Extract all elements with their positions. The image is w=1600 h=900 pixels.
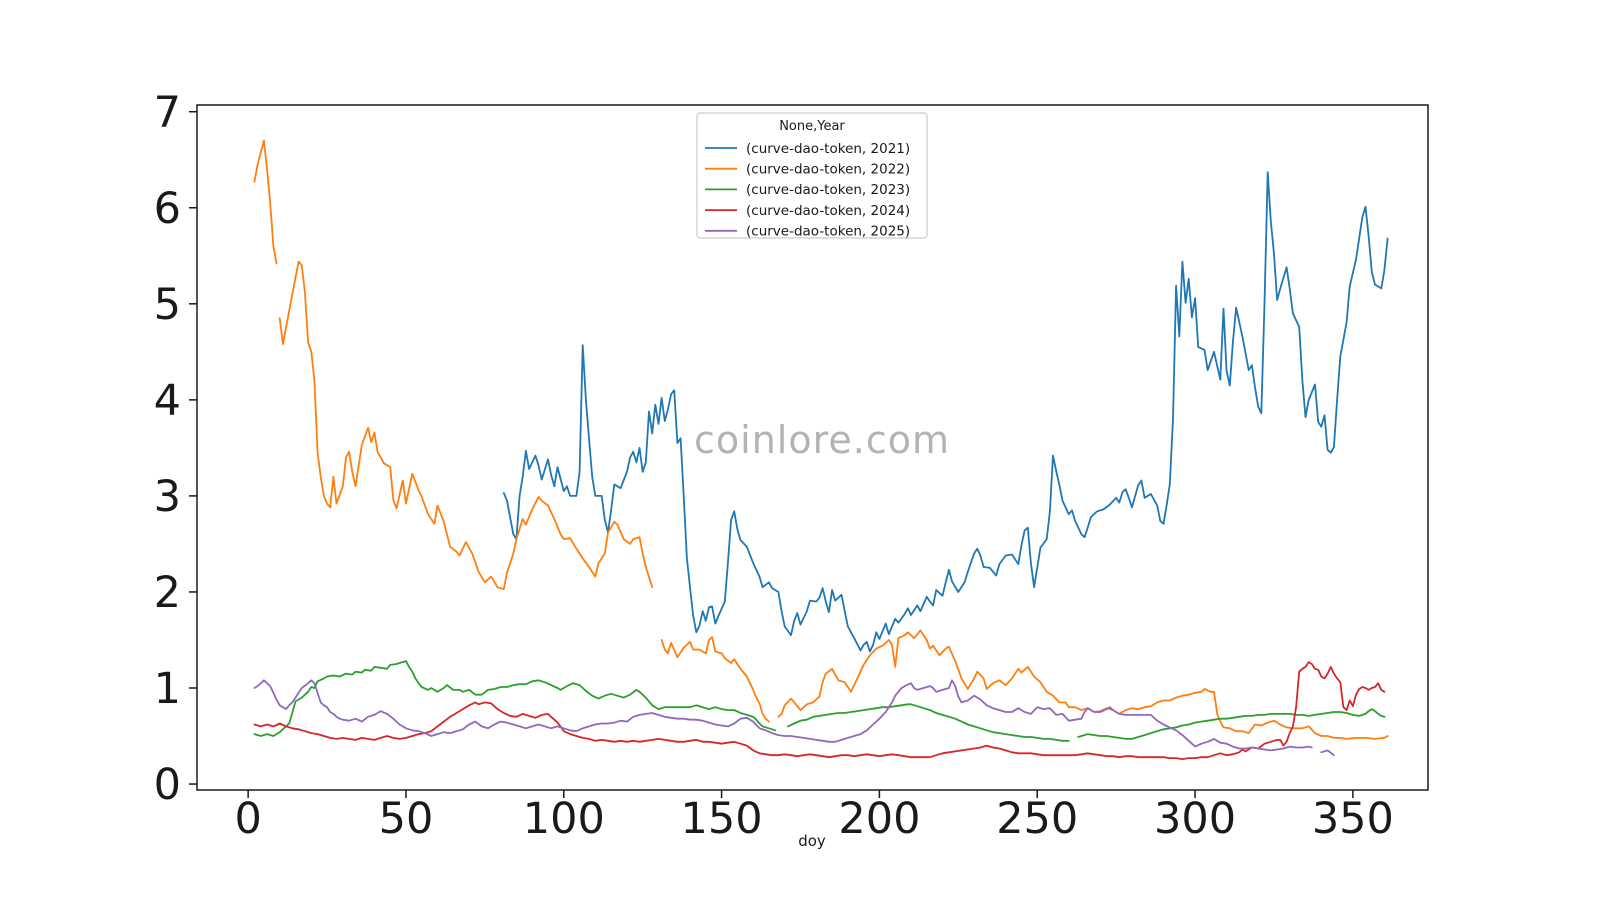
- series-line-2023: [253, 660, 777, 737]
- x-axis: 0 50 100 150 200 250 300 350: [234, 790, 1394, 844]
- legend-title: None,Year: [779, 119, 845, 134]
- legend: None,Year (curve-dao-token, 2021)(curve-…: [696, 112, 928, 240]
- legend-box: [696, 112, 928, 239]
- x-axis-label: doy: [798, 832, 826, 850]
- legend-item-label: (curve-dao-token, 2024): [746, 203, 910, 219]
- x-tick-label: 150: [681, 794, 763, 844]
- legend-item-label: (curve-dao-token, 2025): [746, 224, 910, 240]
- y-tick-label: 0: [154, 760, 181, 810]
- series-line-2024: [253, 661, 1386, 760]
- series-line-2023: [787, 703, 1070, 742]
- y-tick-label: 4: [154, 376, 181, 426]
- x-tick-label: 300: [1154, 794, 1236, 844]
- plot-area: [196, 104, 1429, 791]
- series-lines: [253, 139, 1389, 760]
- x-tick-label: 50: [379, 794, 434, 844]
- y-axis: 0 1 2 3 4 5 6 7: [154, 88, 197, 810]
- x-tick-label: 100: [523, 794, 605, 844]
- series-line-2025: [1320, 749, 1335, 757]
- legend-item-label: (curve-dao-token, 2023): [746, 182, 910, 198]
- legend-item-label: (curve-dao-token, 2021): [746, 141, 910, 157]
- series-line-2022: [660, 636, 770, 723]
- y-tick-label: 1: [154, 664, 181, 714]
- legend-items: (curve-dao-token, 2021) (curve-dao-token,…: [705, 141, 910, 240]
- x-tick-label: 250: [996, 794, 1078, 844]
- series-line-2022: [278, 260, 654, 590]
- y-tick-label: 6: [154, 184, 181, 234]
- series-line-2023: [1077, 708, 1386, 740]
- series-line-2021: [502, 171, 1389, 653]
- watermark: coinlore.com: [694, 418, 950, 462]
- legend-item-label: (curve-dao-token, 2022): [746, 162, 910, 178]
- y-tick-label: 7: [154, 88, 181, 138]
- x-tick-label: 350: [1312, 794, 1394, 844]
- x-tick-label: 0: [234, 794, 261, 844]
- x-tick-label: 200: [838, 794, 920, 844]
- y-tick-label: 2: [154, 568, 181, 618]
- y-tick-label: 5: [154, 280, 181, 330]
- series-line-2025: [253, 679, 1313, 752]
- series-line-2022: [777, 629, 1389, 740]
- y-tick-label: 3: [154, 472, 181, 522]
- series-line-2022: [253, 139, 278, 265]
